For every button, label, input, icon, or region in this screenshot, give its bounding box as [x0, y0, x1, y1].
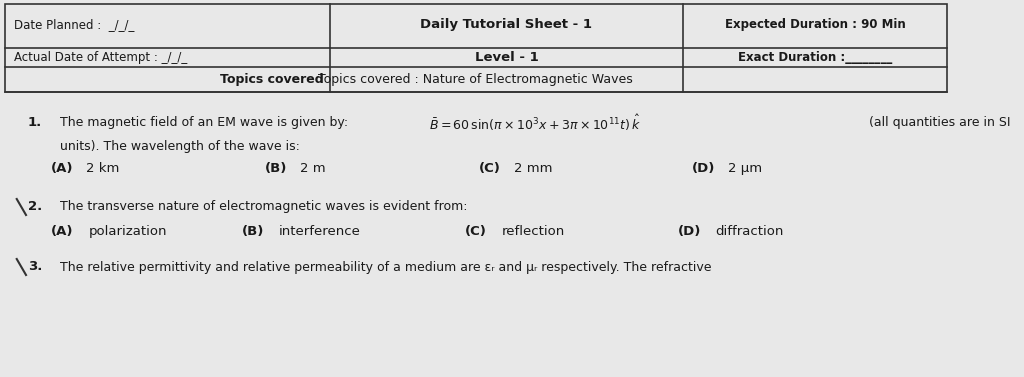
- Text: 2 m: 2 m: [300, 162, 326, 176]
- Text: (all quantities are in SI: (all quantities are in SI: [868, 116, 1011, 130]
- Text: reflection: reflection: [502, 225, 565, 239]
- Text: The magnetic field of an EM wave is given by:: The magnetic field of an EM wave is give…: [60, 116, 352, 130]
- Text: polarization: polarization: [88, 225, 167, 239]
- Text: (A): (A): [51, 225, 74, 239]
- Text: 3.: 3.: [28, 261, 42, 273]
- Text: Daily Tutorial Sheet - 1: Daily Tutorial Sheet - 1: [421, 18, 593, 32]
- Text: (C): (C): [478, 162, 501, 176]
- Text: (D): (D): [692, 162, 716, 176]
- Text: Actual Date of Attempt : _/_/_: Actual Date of Attempt : _/_/_: [14, 52, 187, 64]
- Text: Expected Duration : 90 Min: Expected Duration : 90 Min: [725, 18, 905, 32]
- Text: (B): (B): [265, 162, 287, 176]
- Text: Date Planned :  _/_/_: Date Planned : _/_/_: [14, 18, 134, 32]
- Text: units). The wavelength of the wave is:: units). The wavelength of the wave is:: [60, 141, 300, 153]
- Text: (A): (A): [51, 162, 74, 176]
- Text: (C): (C): [465, 225, 486, 239]
- Text: interference: interference: [279, 225, 360, 239]
- Text: (B): (B): [242, 225, 264, 239]
- FancyBboxPatch shape: [5, 4, 947, 92]
- Text: 2 mm: 2 mm: [514, 162, 552, 176]
- Text: Exact Duration :________: Exact Duration :________: [737, 52, 892, 64]
- Text: (D): (D): [678, 225, 701, 239]
- Text: diffraction: diffraction: [716, 225, 783, 239]
- Text: The relative permittivity and relative permeability of a medium are εᵣ and μᵣ re: The relative permittivity and relative p…: [60, 261, 712, 273]
- Text: 2.: 2.: [28, 201, 42, 213]
- Text: Topics covered: Topics covered: [220, 73, 324, 86]
- Text: The transverse nature of electromagnetic waves is evident from:: The transverse nature of electromagnetic…: [60, 201, 468, 213]
- Text: Topics covered : Nature of Electromagnetic Waves: Topics covered : Nature of Electromagnet…: [318, 73, 633, 86]
- Text: $\bar{B}$$= 60\,\sin(\pi \times 10^3 x + 3\pi \times 10^{11}t)\,\hat{k}$: $\bar{B}$$= 60\,\sin(\pi \times 10^3 x +…: [429, 113, 641, 133]
- Text: Level - 1: Level - 1: [474, 52, 539, 64]
- Text: 2 μm: 2 μm: [727, 162, 762, 176]
- Text: 2 km: 2 km: [86, 162, 120, 176]
- Text: 1.: 1.: [28, 116, 42, 130]
